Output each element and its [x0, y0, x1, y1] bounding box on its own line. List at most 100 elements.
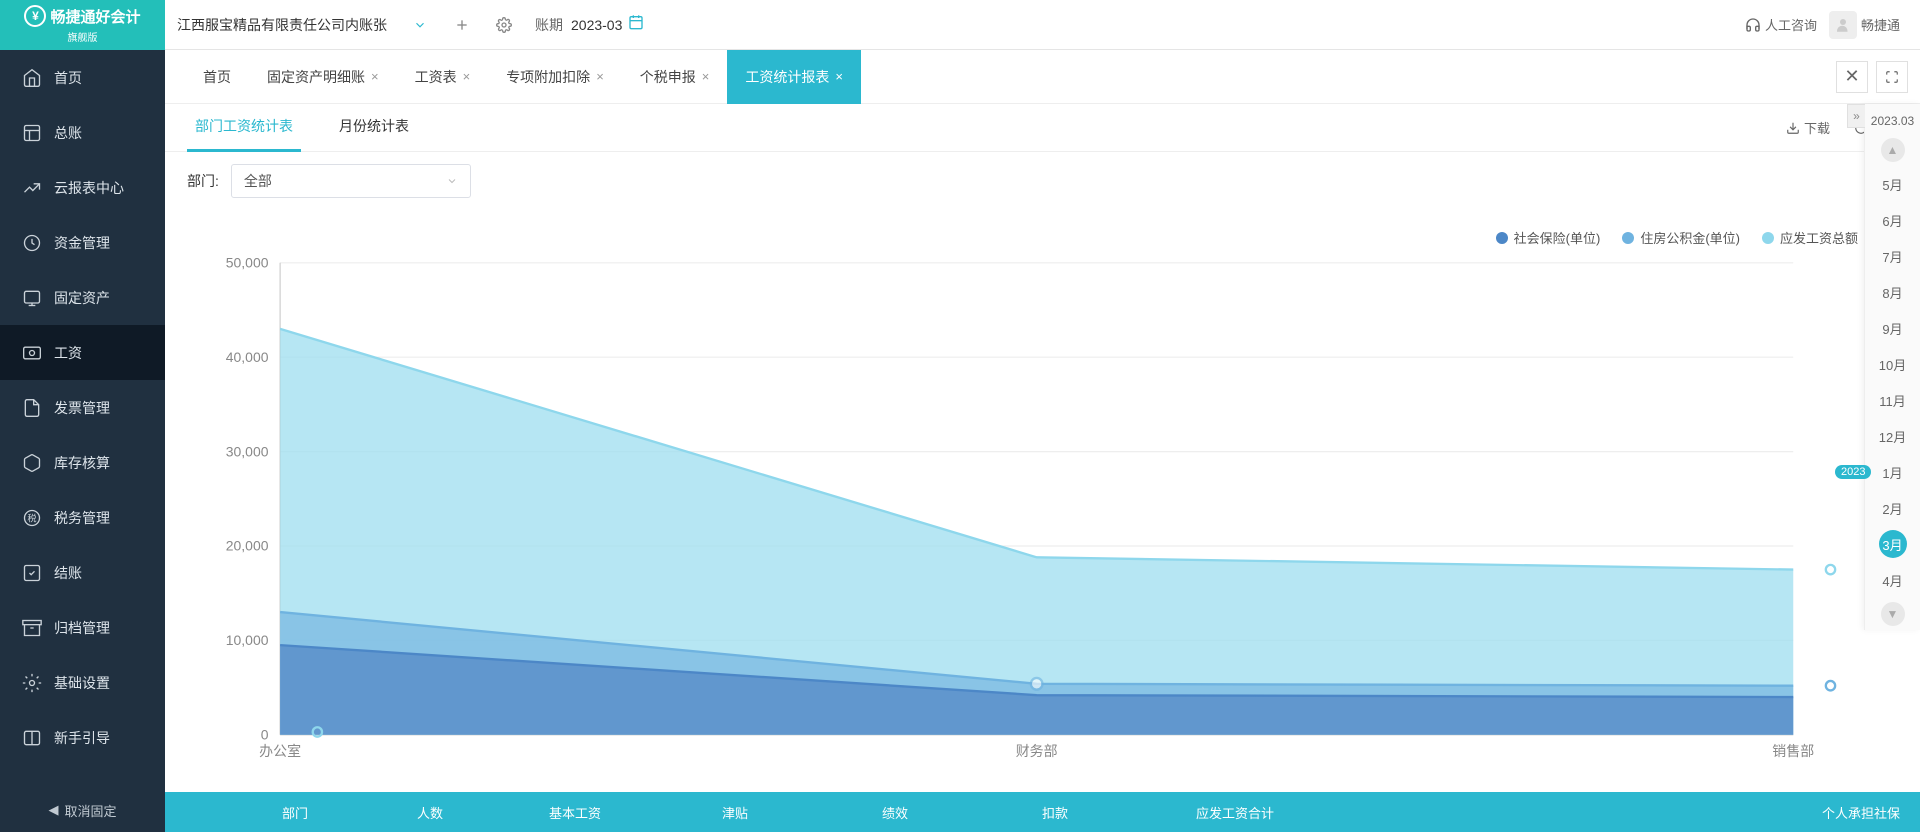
sidebar-item-guide[interactable]: 新手引导	[0, 710, 165, 765]
logo-text: 畅捷通好会计	[50, 6, 140, 27]
legend-item[interactable]: 住房公积金(单位)	[1622, 228, 1740, 247]
th-1: 人数	[365, 803, 495, 822]
svg-text:30,000: 30,000	[226, 443, 269, 459]
sidebar-item-home[interactable]: 首页	[0, 50, 165, 105]
tab-close-icon[interactable]: ×	[371, 69, 379, 84]
month-item-12月[interactable]: 12月	[1865, 418, 1920, 454]
th-5: 扣款	[975, 803, 1135, 822]
month-down-arrow[interactable]: ▼	[1881, 602, 1905, 626]
sub-tab-0[interactable]: 部门工资统计表	[187, 104, 301, 152]
month-item-6月[interactable]: 6月	[1865, 202, 1920, 238]
tab-2[interactable]: 工资表 ×	[397, 50, 489, 104]
fullscreen-button[interactable]	[1876, 61, 1908, 93]
logo[interactable]: ¥ 畅捷通好会计 旗舰版	[0, 0, 165, 50]
user-menu[interactable]: 畅捷通	[1829, 11, 1900, 39]
calendar-icon[interactable]	[628, 14, 644, 35]
svg-text:办公室: 办公室	[259, 743, 301, 759]
wallet-icon	[22, 233, 42, 253]
sidebar-label: 新手引导	[54, 728, 110, 748]
sidebar-label: 库存核算	[54, 453, 110, 473]
department-select[interactable]: 全部	[231, 164, 471, 198]
month-label: 12月	[1879, 422, 1907, 450]
close-acct-icon	[22, 563, 42, 583]
tab-0[interactable]: 首页	[185, 50, 249, 104]
sidebar-item-salary[interactable]: 工资	[0, 325, 165, 380]
support-link[interactable]: 人工咨询	[1745, 15, 1817, 34]
month-panel-collapse[interactable]: »	[1847, 104, 1865, 128]
home-icon	[22, 68, 42, 88]
sidebar-item-wallet[interactable]: 资金管理	[0, 215, 165, 270]
legend-item[interactable]: 应发工资总额	[1762, 228, 1858, 247]
sidebar-label: 发票管理	[54, 398, 110, 418]
sidebar-item-archive[interactable]: 归档管理	[0, 600, 165, 655]
tab-close-icon[interactable]: ×	[835, 69, 843, 84]
month-item-5月[interactable]: 5月	[1865, 166, 1920, 202]
sub-tab-row: 部门工资统计表月份统计表 下载 刷新	[165, 104, 1920, 152]
tab-label: 专项附加扣除	[506, 67, 590, 87]
month-label: 2月	[1879, 494, 1907, 522]
tab-label: 工资表	[415, 67, 457, 87]
company-dropdown-icon[interactable]	[405, 10, 435, 40]
legend-item[interactable]: 社会保险(单位)	[1496, 228, 1601, 247]
add-icon[interactable]	[447, 10, 477, 40]
svg-text:50,000: 50,000	[226, 254, 269, 270]
support-label: 人工咨询	[1765, 15, 1817, 34]
sidebar-label: 首页	[54, 68, 82, 88]
sidebar-item-tax[interactable]: 税税务管理	[0, 490, 165, 545]
sidebar-item-close-acct[interactable]: 结账	[0, 545, 165, 600]
period-label: 账期	[535, 15, 563, 35]
sidebar-item-asset[interactable]: 固定资产	[0, 270, 165, 325]
legend-dot	[1496, 232, 1508, 244]
sub-tab-1[interactable]: 月份统计表	[331, 104, 417, 152]
svg-text:10,000: 10,000	[226, 632, 269, 648]
salary-icon	[22, 343, 42, 363]
month-item-7月[interactable]: 7月	[1865, 238, 1920, 274]
tab-close-icon[interactable]: ×	[702, 69, 710, 84]
tab-close-icon[interactable]: ×	[463, 69, 471, 84]
sidebar-label: 云报表中心	[54, 178, 124, 198]
stock-icon	[22, 453, 42, 473]
tab-5[interactable]: 工资统计报表×	[727, 50, 861, 104]
legend-label: 住房公积金(单位)	[1640, 228, 1740, 247]
collapse-icon: ◀	[48, 802, 58, 818]
sidebar-item-stock[interactable]: 库存核算	[0, 435, 165, 490]
sidebar-label: 工资	[54, 343, 82, 363]
sidebar-item-ledger[interactable]: 总账	[0, 105, 165, 160]
month-item-8月[interactable]: 8月	[1865, 274, 1920, 310]
month-label: 11月	[1879, 386, 1907, 414]
month-item-3月[interactable]: 3月	[1865, 526, 1920, 562]
close-all-tabs-button[interactable]: ✕	[1836, 61, 1868, 93]
invoice-icon	[22, 398, 42, 418]
month-item-9月[interactable]: 9月	[1865, 310, 1920, 346]
company-name[interactable]: 江西服宝精品有限责任公司内账张	[165, 15, 399, 35]
main-content: 首页固定资产明细账×工资表×专项附加扣除×个税申报×工资统计报表× ✕ 部门工资…	[165, 50, 1920, 832]
tab-4[interactable]: 个税申报×	[622, 50, 728, 104]
sidebar-item-invoice[interactable]: 发票管理	[0, 380, 165, 435]
tab-3[interactable]: 专项附加扣除 ×	[488, 50, 622, 104]
top-header: ¥ 畅捷通好会计 旗舰版 江西服宝精品有限责任公司内账张 账期 2023-03 …	[0, 0, 1920, 50]
legend-label: 社会保险(单位)	[1514, 228, 1601, 247]
tab-1[interactable]: 固定资产明细账×	[249, 50, 397, 104]
th-right: 个人承担社保	[1822, 803, 1920, 822]
tab-close-icon[interactable]: ×	[596, 69, 604, 84]
legend-dot	[1762, 232, 1774, 244]
download-button[interactable]: 下载	[1786, 118, 1830, 137]
month-item-10月[interactable]: 10月	[1865, 346, 1920, 382]
sidebar-label: 税务管理	[54, 508, 110, 528]
month-item-1月[interactable]: 20231月	[1865, 454, 1920, 490]
month-item-11月[interactable]: 11月	[1865, 382, 1920, 418]
username: 畅捷通	[1861, 15, 1900, 34]
sidebar-collapse-button[interactable]: ◀取消固定	[0, 788, 165, 832]
sidebar-item-chart[interactable]: 云报表中心	[0, 160, 165, 215]
month-up-arrow[interactable]: ▲	[1881, 138, 1905, 162]
month-label: 9月	[1879, 314, 1907, 342]
sidebar-item-settings[interactable]: 基础设置	[0, 655, 165, 710]
month-item-4月[interactable]: 4月	[1865, 562, 1920, 598]
logo-icon: ¥	[24, 5, 46, 27]
month-label: 6月	[1879, 206, 1907, 234]
gear-icon[interactable]	[489, 10, 519, 40]
month-item-2月[interactable]: 2月	[1865, 490, 1920, 526]
sidebar-label: 归档管理	[54, 618, 110, 638]
period-value[interactable]: 2023-03	[571, 17, 622, 33]
th-0: 部门	[225, 803, 365, 822]
